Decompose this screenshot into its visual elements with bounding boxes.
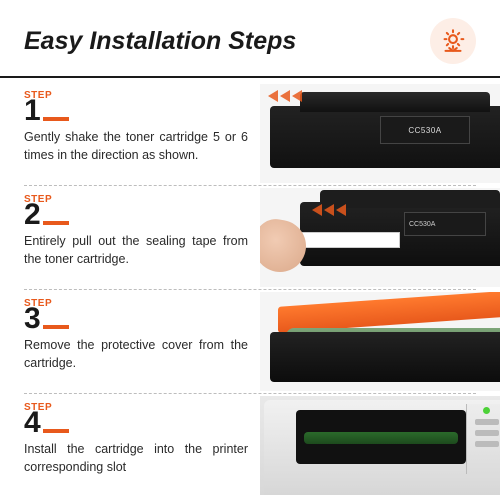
printer-panel-graphic xyxy=(466,404,500,474)
step-number-wrap: 2 xyxy=(24,201,248,228)
step-number: 1 xyxy=(24,97,41,124)
protective-cover-graphic xyxy=(278,292,500,333)
step-number-underline xyxy=(43,221,69,225)
step-row-3: STEP 3 Remove the protective cover from … xyxy=(0,292,500,391)
step-separator xyxy=(24,185,476,186)
step-text-4: STEP 4 Install the cartridge into the pr… xyxy=(0,396,260,495)
step-image-4 xyxy=(260,396,500,495)
toner-cartridge-graphic xyxy=(270,332,500,382)
step-separator xyxy=(24,393,476,394)
pull-arrows-icon xyxy=(312,204,346,216)
step-number-wrap: 1 xyxy=(24,97,248,124)
cartridge-label: CC530A xyxy=(380,116,470,144)
power-led-icon xyxy=(483,407,490,414)
step-image-2: CC530A xyxy=(260,188,500,287)
step-row-1: STEP 1 Gently shake the toner cartridge … xyxy=(0,84,500,183)
step-number: 3 xyxy=(24,305,41,332)
header: Easy Installation Steps xyxy=(0,0,500,76)
step-description: Install the cartridge into the printer c… xyxy=(24,440,248,476)
step-text-3: STEP 3 Remove the protective cover from … xyxy=(0,292,260,391)
printer-slot-graphic xyxy=(296,410,466,464)
step-description: Gently shake the toner cartridge 5 or 6 … xyxy=(24,128,248,164)
step-text-1: STEP 1 Gently shake the toner cartridge … xyxy=(0,84,260,183)
step-number-wrap: 4 xyxy=(24,409,248,436)
step-row-2: STEP 2 Entirely pull out the sealing tap… xyxy=(0,188,500,287)
step-number: 2 xyxy=(24,201,41,228)
step-description: Remove the protective cover from the car… xyxy=(24,336,248,372)
panel-button-graphic xyxy=(475,441,499,447)
cartridge-label: CC530A xyxy=(404,212,486,236)
step-number: 4 xyxy=(24,409,41,436)
panel-button-graphic xyxy=(475,430,499,436)
step-text-2: STEP 2 Entirely pull out the sealing tap… xyxy=(0,188,260,287)
step-description: Entirely pull out the sealing tape from … xyxy=(24,232,248,268)
steps-list: STEP 1 Gently shake the toner cartridge … xyxy=(0,84,500,495)
step-row-4: STEP 4 Install the cartridge into the pr… xyxy=(0,396,500,495)
step-number-underline xyxy=(43,117,69,121)
step-number-underline xyxy=(43,325,69,329)
step-number-underline xyxy=(43,429,69,433)
step-image-1: CC530A xyxy=(260,84,500,183)
step-number-wrap: 3 xyxy=(24,305,248,332)
step-image-3 xyxy=(260,292,500,391)
page-title: Easy Installation Steps xyxy=(24,27,296,56)
step-separator xyxy=(24,289,476,290)
panel-button-graphic xyxy=(475,419,499,425)
shake-arrows-icon xyxy=(268,90,302,102)
install-gear-icon xyxy=(430,18,476,64)
header-divider xyxy=(0,76,500,78)
